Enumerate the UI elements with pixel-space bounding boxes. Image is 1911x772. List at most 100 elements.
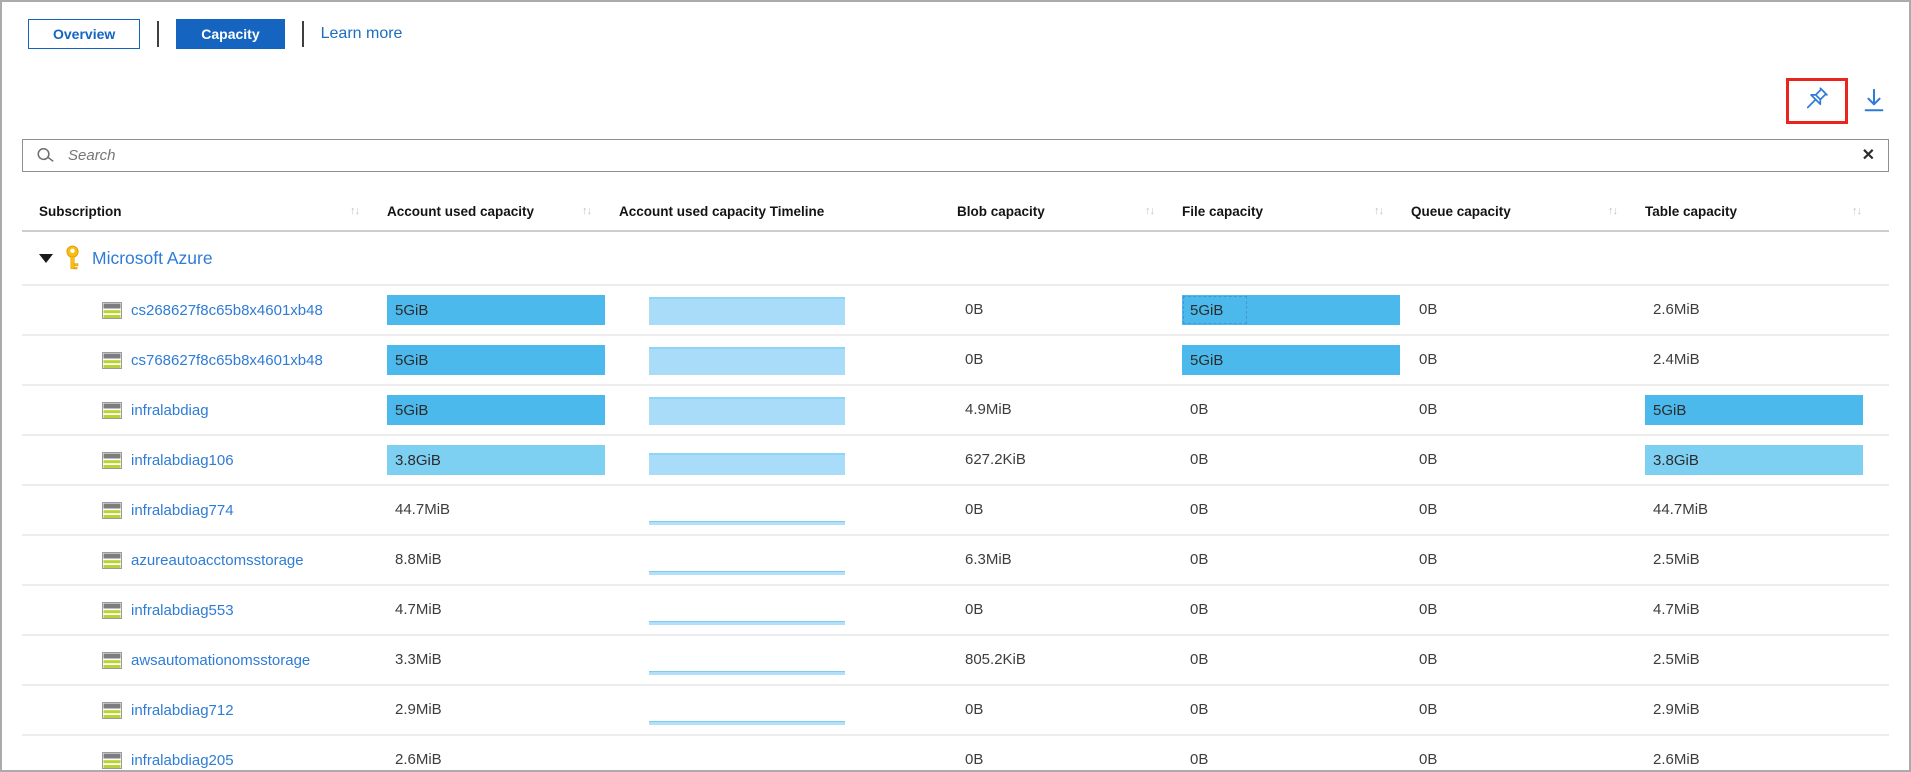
timeline-cell — [619, 395, 957, 425]
view-tabs: Overview Capacity Learn more — [28, 18, 1909, 50]
clear-search-icon[interactable]: ✕ — [1861, 146, 1875, 164]
group-cell: Microsoft Azure — [22, 244, 1889, 273]
storage-account-link[interactable]: infralabdiag205 — [131, 751, 234, 769]
blob-capacity-value: 0B — [965, 701, 984, 718]
search-bar: ✕ — [22, 139, 1889, 172]
column-header-label: File capacity — [1182, 203, 1264, 219]
storage-account-link[interactable]: infralabdiag — [131, 401, 209, 419]
subscription-cell: infralabdiag553 — [22, 601, 387, 619]
queue-capacity-value: 0B — [1419, 751, 1438, 768]
column-header-subscription[interactable]: Subscription ↑↓ — [22, 204, 387, 219]
queue-capacity-cell: 0B — [1411, 651, 1645, 669]
table-capacity-value: 2.5MiB — [1653, 651, 1700, 668]
file-capacity-cell: 5GiB — [1182, 295, 1411, 325]
tab-separator — [301, 21, 304, 47]
table-capacity-value: 2.5MiB — [1653, 551, 1700, 568]
file-capacity-value: 0B — [1190, 551, 1209, 568]
table-capacity-cell: 3.8GiB — [1645, 445, 1889, 475]
focus-outline — [1183, 296, 1247, 324]
storage-account-icon — [102, 601, 122, 619]
sort-icon[interactable]: ↑↓ — [1608, 205, 1618, 217]
tab-overview[interactable]: Overview — [28, 19, 141, 49]
download-icon[interactable] — [1861, 87, 1887, 115]
storage-account-link[interactable]: cs768627f8c65b8x4601xb48 — [131, 351, 323, 369]
storage-account-icon — [102, 401, 122, 419]
sort-icon[interactable]: ↑↓ — [1852, 205, 1862, 217]
collapse-triangle-icon[interactable] — [39, 253, 53, 263]
column-header-file-capacity[interactable]: File capacity ↑↓ — [1182, 204, 1411, 219]
sort-icon[interactable]: ↑↓ — [582, 205, 592, 217]
pin-icon[interactable] — [1802, 86, 1832, 116]
blob-capacity-cell: 805.2KiB — [957, 651, 1182, 669]
column-header-queue-capacity[interactable]: Queue capacity ↑↓ — [1411, 204, 1645, 219]
account-used-capacity-cell: 3.3MiB — [387, 651, 619, 669]
timeline-chart — [649, 395, 845, 425]
blob-capacity-cell: 0B — [957, 501, 1182, 519]
file-capacity-bar: 5GiB — [1182, 345, 1400, 375]
column-header-account-used-capacity[interactable]: Account used capacity ↑↓ — [387, 204, 619, 219]
blob-capacity-cell: 0B — [957, 601, 1182, 619]
table-capacity-value: 2.9MiB — [1653, 701, 1700, 718]
subscription-cell: cs268627f8c65b8x4601xb48 — [22, 301, 387, 319]
queue-capacity-value: 0B — [1419, 351, 1438, 368]
queue-capacity-value: 0B — [1419, 601, 1438, 618]
file-capacity-value: 0B — [1190, 501, 1209, 518]
blob-capacity-cell: 4.9MiB — [957, 401, 1182, 419]
table-capacity-cell: 5GiB — [1645, 395, 1889, 425]
queue-capacity-cell: 0B — [1411, 351, 1645, 369]
table-capacity-cell: 2.5MiB — [1645, 551, 1889, 569]
column-header-label: Queue capacity — [1411, 203, 1511, 219]
subscription-cell: infralabdiag — [22, 401, 387, 419]
blob-capacity-cell: 0B — [957, 751, 1182, 769]
subscription-cell: awsautomationomsstorage — [22, 651, 387, 669]
column-header-blob-capacity[interactable]: Blob capacity ↑↓ — [957, 204, 1182, 219]
table-capacity-cell: 2.5MiB — [1645, 651, 1889, 669]
storage-account-icon — [102, 301, 122, 319]
tab-capacity[interactable]: Capacity — [176, 19, 285, 49]
timeline-baseline — [649, 721, 845, 725]
file-capacity-cell: 0B — [1182, 451, 1411, 469]
learn-more-link[interactable]: Learn more — [320, 25, 403, 42]
toolbar — [1786, 78, 1887, 124]
blob-capacity-cell: 0B — [957, 701, 1182, 719]
blob-capacity-cell: 6.3MiB — [957, 551, 1182, 569]
storage-account-icon — [102, 501, 122, 519]
storage-account-link[interactable]: infralabdiag774 — [131, 501, 234, 519]
search-input[interactable] — [66, 146, 1862, 165]
queue-capacity-cell: 0B — [1411, 451, 1645, 469]
queue-capacity-value: 0B — [1419, 401, 1438, 418]
storage-account-link[interactable]: cs268627f8c65b8x4601xb48 — [131, 301, 323, 319]
queue-capacity-value: 0B — [1419, 501, 1438, 518]
blob-capacity-value: 627.2KiB — [965, 451, 1026, 468]
file-capacity-cell: 5GiB — [1182, 345, 1411, 375]
tab-separator — [157, 21, 160, 47]
storage-account-link[interactable]: infralabdiag712 — [131, 701, 234, 719]
timeline-area — [649, 453, 845, 475]
storage-account-link[interactable]: awsautomationomsstorage — [131, 651, 311, 669]
timeline-cell — [619, 495, 957, 525]
timeline-cell — [619, 545, 957, 575]
timeline-chart — [649, 295, 845, 325]
storage-account-link[interactable]: azureautoacctomsstorage — [131, 551, 304, 569]
table-capacity-bar: 3.8GiB — [1645, 445, 1863, 475]
column-header-label: Blob capacity — [957, 203, 1045, 219]
storage-account-link[interactable]: infralabdiag553 — [131, 601, 234, 619]
timeline-chart — [649, 345, 845, 375]
storage-account-link[interactable]: infralabdiag106 — [131, 451, 234, 469]
account-used-capacity-bar: 3.8GiB — [387, 445, 605, 475]
queue-capacity-cell: 0B — [1411, 401, 1645, 419]
table-capacity-value: 2.6MiB — [1653, 751, 1700, 768]
account-used-capacity-cell: 3.8GiB — [387, 445, 619, 475]
file-capacity-value: 0B — [1190, 401, 1209, 418]
table-body: cs268627f8c65b8x4601xb48 5GiB 0B 5GiB 0B 2.6M… — [22, 286, 1889, 770]
table-capacity-value: 2.4MiB — [1653, 351, 1700, 368]
queue-capacity-cell: 0B — [1411, 301, 1645, 319]
column-header-table-capacity[interactable]: Table capacity ↑↓ — [1645, 204, 1889, 219]
sort-icon[interactable]: ↑↓ — [1374, 205, 1384, 217]
blob-capacity-value: 0B — [965, 501, 984, 518]
sort-icon[interactable]: ↑↓ — [350, 205, 360, 217]
account-used-capacity-bar: 5GiB — [387, 295, 605, 325]
sort-icon[interactable]: ↑↓ — [1145, 205, 1155, 217]
subscription-group-link[interactable]: Microsoft Azure — [92, 247, 213, 268]
